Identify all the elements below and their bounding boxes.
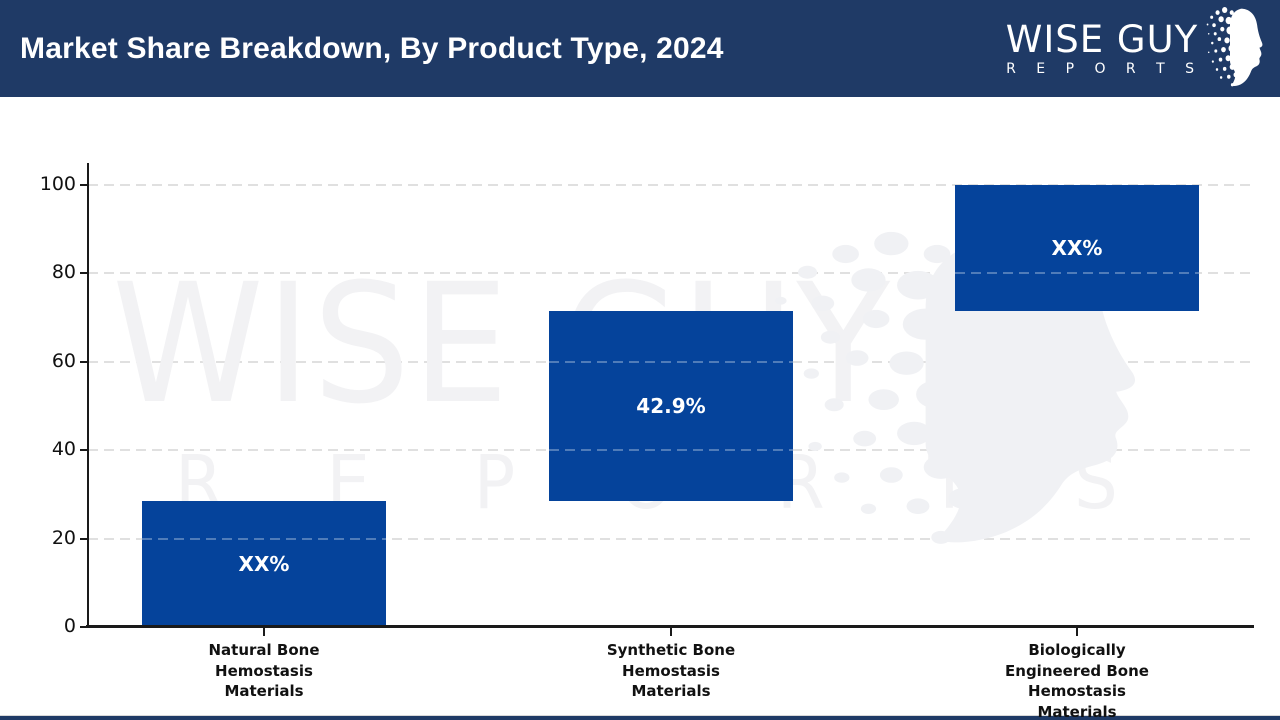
logo-text: WISE GUY R E P O R T S — [1002, 21, 1202, 76]
x-label-bio-engineered: Biologically Engineered Bone Hemostasis … — [967, 640, 1187, 720]
bar-value-label: XX% — [238, 552, 290, 576]
x-tick-3 — [1076, 628, 1078, 636]
y-tick-40 — [80, 449, 88, 451]
x-label-line: Materials — [224, 682, 304, 700]
bar-natural-bone: XX% — [142, 501, 386, 627]
page-title: Market Share Breakdown, By Product Type,… — [20, 31, 724, 65]
x-label-line: Hemostasis — [215, 661, 313, 680]
x-label-line: Biologically — [1028, 641, 1126, 659]
bar-value-label: XX% — [1051, 236, 1103, 260]
y-tick-label-0: 0 — [63, 615, 76, 637]
x-label-line: Materials — [631, 682, 711, 700]
gridline-overlay — [955, 272, 1199, 274]
gridline-overlay — [549, 449, 793, 451]
bar-bio-engineered-bone: XX% — [955, 185, 1199, 311]
gridline-overlay — [549, 361, 793, 363]
x-label-line: Synthetic Bone — [606, 641, 736, 659]
gridline-80 — [88, 272, 1253, 274]
x-label-line: Hemostasis — [622, 661, 720, 680]
x-tick-1 — [263, 628, 265, 636]
bottom-navy-strip — [0, 716, 1280, 720]
x-label-line: Engineered Bone — [1005, 661, 1149, 680]
bar-synthetic-bone: 42.9% — [549, 311, 793, 501]
x-label-line: Natural Bone — [208, 641, 320, 659]
y-tick-0 — [80, 626, 88, 628]
y-tick-20 — [80, 538, 88, 540]
gridline-20 — [88, 538, 1253, 540]
gridline-overlay — [142, 538, 386, 540]
x-label-line: Hemostasis — [1028, 682, 1126, 700]
x-tick-2 — [670, 628, 672, 636]
x-label-synthetic-bone: Synthetic Bone Hemostasis Materials — [561, 640, 781, 702]
y-axis-spine — [87, 163, 89, 628]
x-label-natural-bone: Natural Bone Hemostasis Materials — [154, 640, 374, 702]
y-tick-100 — [80, 184, 88, 186]
x-label-line: Materials — [1037, 702, 1117, 720]
y-tick-label-20: 20 — [51, 527, 76, 549]
y-tick-label-60: 60 — [51, 350, 76, 372]
logo-subtitle: R E P O R T S — [1006, 61, 1202, 77]
wise-guy-logo: WISE GUY R E P O R T S — [1002, 6, 1266, 92]
header-band: Market Share Breakdown, By Product Type,… — [0, 0, 1280, 97]
y-tick-label-100: 100 — [39, 173, 76, 195]
y-tick-label-40: 40 — [51, 438, 76, 460]
y-tick-80 — [80, 272, 88, 274]
y-tick-label-80: 80 — [51, 261, 76, 283]
bar-value-label: 42.9% — [636, 394, 706, 418]
gridline-100 — [88, 184, 1253, 186]
y-tick-60 — [80, 361, 88, 363]
dotted-face-icon — [1206, 6, 1263, 86]
bottom-hairline — [0, 715, 1280, 716]
x-axis-spine — [86, 625, 1254, 628]
logo-name: WISE GUY — [1005, 18, 1199, 61]
